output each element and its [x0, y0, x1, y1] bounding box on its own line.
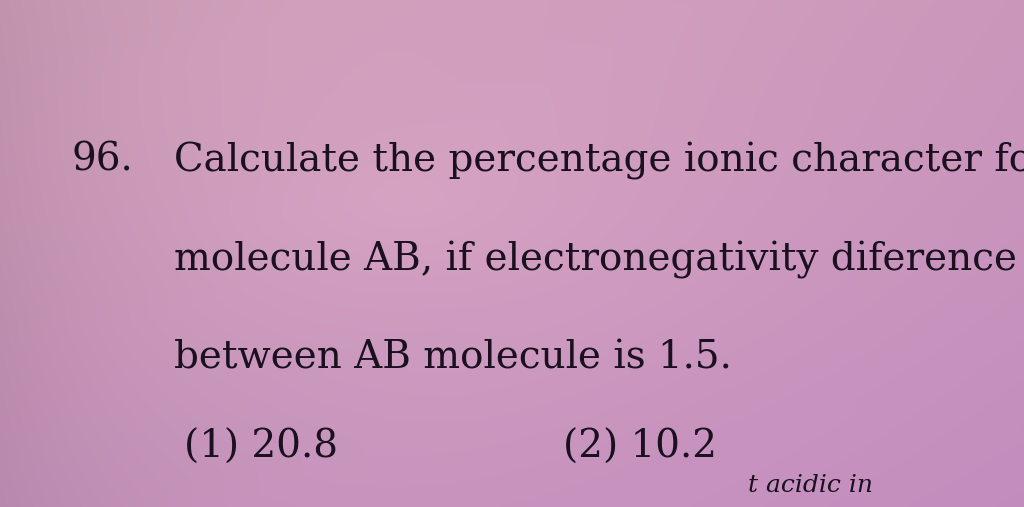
Text: Calculate the percentage ionic character for: Calculate the percentage ionic character…	[174, 142, 1024, 180]
Text: 96.: 96.	[72, 142, 133, 179]
Text: molecule AB, if electronegativity diference: molecule AB, if electronegativity difere…	[174, 241, 1017, 279]
Text: (2) 10.2: (2) 10.2	[563, 428, 717, 465]
Text: between AB molecule is 1.5.: between AB molecule is 1.5.	[174, 340, 732, 377]
Text: (1) 20.8: (1) 20.8	[184, 428, 338, 465]
Text: t acidic in: t acidic in	[748, 474, 872, 497]
